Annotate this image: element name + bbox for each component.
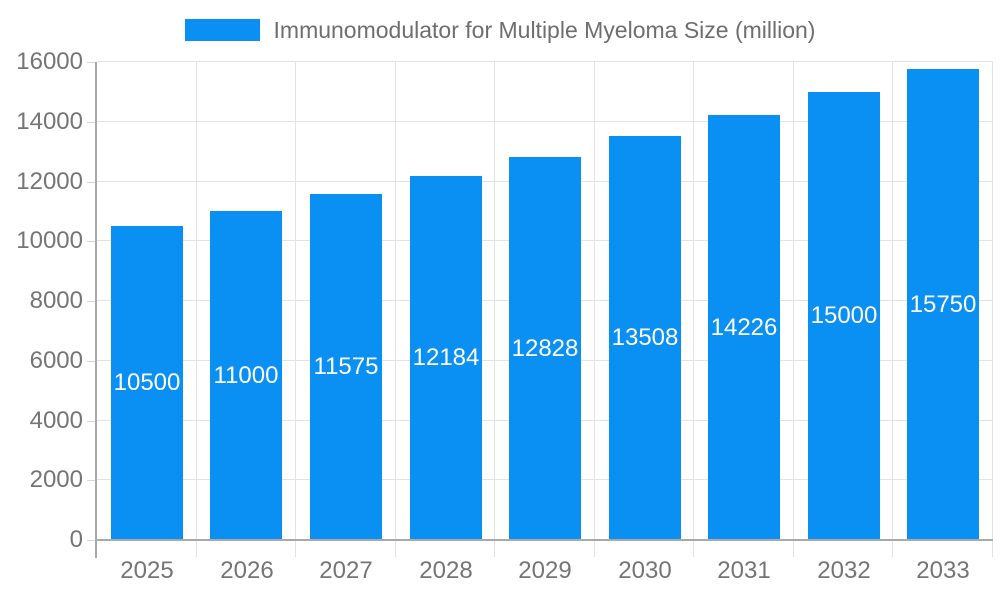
- gridline-h: [97, 121, 993, 122]
- bar-value-label: 15750: [909, 290, 977, 318]
- bar: 14226: [708, 115, 780, 540]
- gridline-v: [992, 62, 993, 557]
- gridline-v: [793, 62, 794, 557]
- y-tick-label: 6000: [29, 347, 83, 374]
- bar-value-label: 14226: [710, 313, 778, 341]
- bar-value-label: 11575: [313, 353, 379, 380]
- x-tick-label: 2028: [419, 557, 473, 584]
- y-axis-tick: [87, 182, 96, 183]
- gridline-v: [494, 62, 495, 557]
- x-tick-label: 2025: [120, 557, 174, 584]
- gridline-v: [594, 62, 595, 557]
- gridline-v: [395, 62, 396, 557]
- y-axis-tick: [87, 421, 96, 422]
- y-tick-label: 16000: [16, 48, 83, 75]
- y-axis-tick: [87, 301, 96, 302]
- bar-value-label: 12828: [511, 334, 579, 362]
- y-axis-tick: [87, 361, 96, 362]
- y-axis-tick: [87, 540, 96, 541]
- bar: 11575: [310, 194, 382, 540]
- y-axis-tick: [87, 62, 96, 63]
- y-tick-label: 2000: [29, 466, 83, 493]
- y-tick-label: 14000: [16, 108, 83, 135]
- gridline-v: [196, 62, 197, 557]
- gridline-v: [693, 62, 694, 557]
- x-tick-label: 2027: [319, 557, 373, 584]
- y-axis-line: [95, 62, 97, 558]
- x-tick-label: 2030: [618, 557, 672, 584]
- legend-label: Immunomodulator for Multiple Myeloma Siz…: [273, 17, 816, 43]
- gridline-h: [97, 61, 993, 62]
- x-tick-label: 2026: [220, 557, 274, 584]
- y-tick-label: 10000: [16, 227, 83, 254]
- y-axis-tick: [87, 480, 96, 481]
- y-axis-tick: [87, 122, 96, 123]
- bar-value-label: 12184: [412, 344, 480, 371]
- bar: 13508: [609, 136, 681, 540]
- bar: 15000: [808, 92, 880, 540]
- y-tick-label: 8000: [29, 287, 83, 314]
- bar-value-label: 13508: [611, 324, 679, 351]
- y-tick-label: 0: [69, 526, 83, 553]
- bar-value-label: 11000: [213, 361, 279, 389]
- gridline-v: [295, 62, 296, 557]
- bar: 10500: [111, 226, 183, 540]
- bar: 11000: [210, 211, 282, 540]
- x-axis-line: [95, 539, 993, 541]
- y-tick-label: 4000: [29, 407, 83, 434]
- chart-legend: Immunomodulator for Multiple Myeloma Siz…: [0, 17, 1000, 43]
- x-tick-label: 2032: [817, 557, 871, 584]
- bar-value-label: 15000: [810, 302, 878, 329]
- gridline-v: [892, 62, 893, 557]
- bar: 15750: [907, 69, 979, 540]
- y-axis-tick: [87, 241, 96, 242]
- y-tick-label: 12000: [16, 168, 83, 195]
- x-tick-label: 2033: [916, 557, 970, 584]
- bar: 12184: [410, 176, 482, 540]
- bar-value-label: 10500: [113, 369, 181, 396]
- legend-swatch: [184, 19, 260, 41]
- bar: 12828: [509, 157, 581, 540]
- x-tick-label: 2029: [518, 557, 572, 584]
- x-tick-label: 2031: [717, 557, 771, 584]
